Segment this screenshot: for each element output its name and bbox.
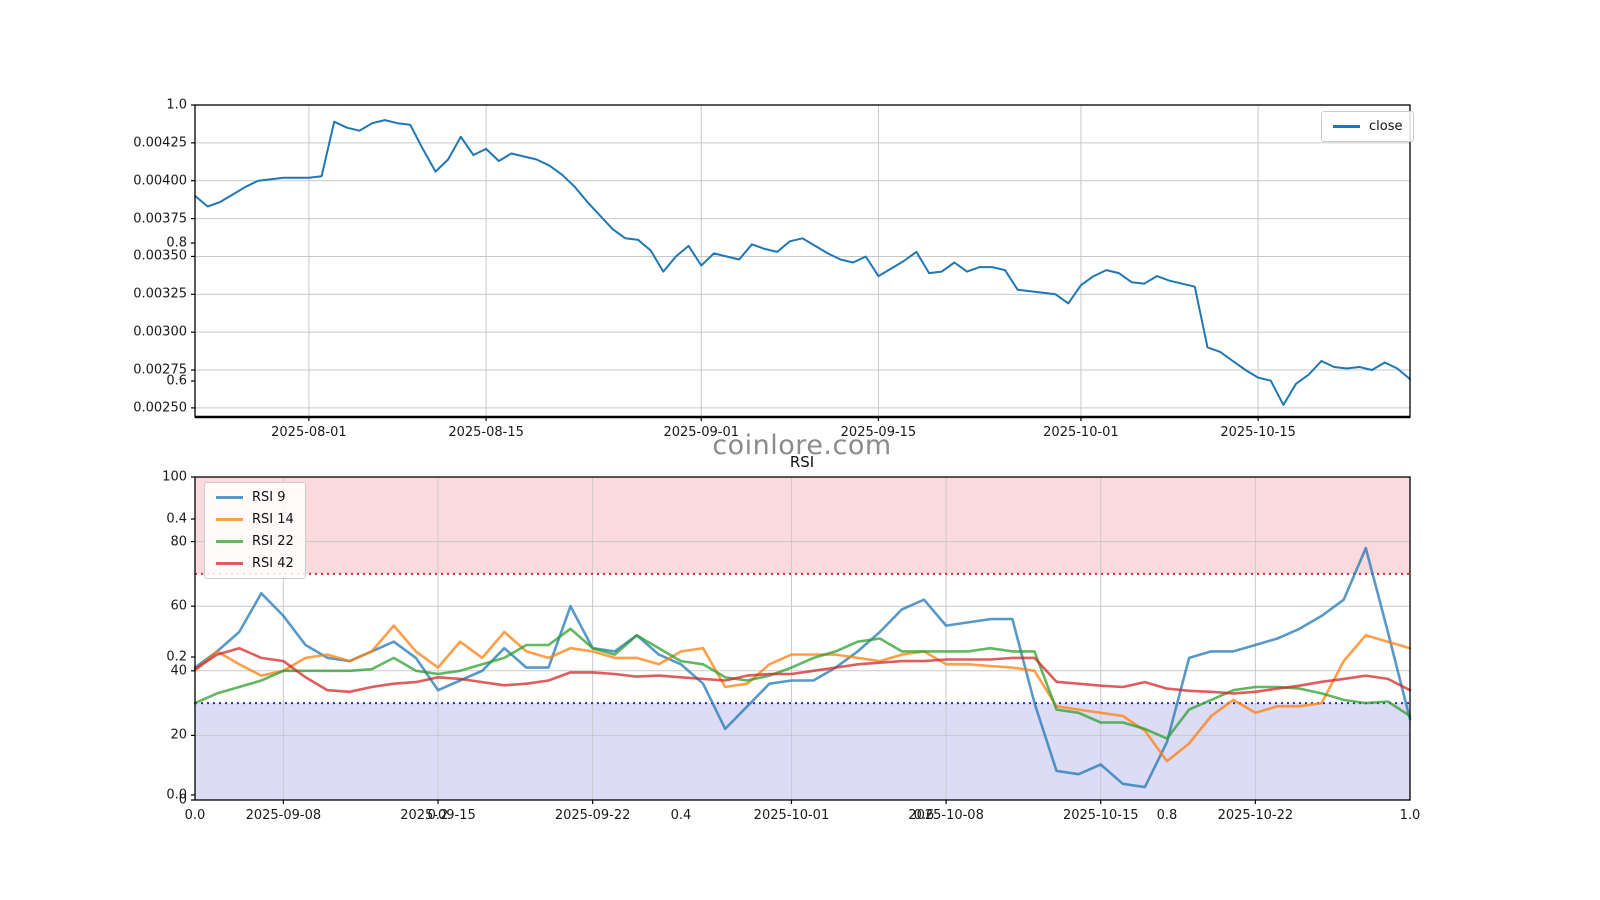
- price-ytick-label: 0.00350: [133, 248, 187, 264]
- overlay-xtick-label: 1.0: [1399, 808, 1421, 823]
- plot-border: [194, 476, 1411, 801]
- series-line-close: [194, 119, 1411, 406]
- rsi-xtick-label: 2025-10-01: [753, 808, 830, 823]
- price-ytick-label: 0.00250: [133, 400, 187, 416]
- legend-entry-rsi-42: RSI 42: [216, 556, 294, 571]
- legend-entry-rsi-22: RSI 22: [216, 534, 294, 549]
- legend-swatch: [216, 562, 243, 565]
- rsi-xtick-label: 2025-09-08: [245, 808, 322, 823]
- price-xtick-label: 2025-08-15: [448, 425, 524, 440]
- series-line-rsi-14: [193, 624, 1412, 763]
- rsi-xtick-label: 2025-10-15: [1062, 808, 1139, 823]
- overlay-ytick-label: 0.0: [166, 787, 187, 803]
- price-legend: close: [1321, 111, 1415, 142]
- price-xtick-label: 2025-08-01: [271, 425, 347, 440]
- price-ytick-label: 0.00275: [133, 362, 187, 378]
- price-xtick-label: 2025-10-15: [1220, 425, 1296, 440]
- overbought-zone: [195, 477, 1410, 574]
- legend-entry-rsi-9: RSI 9: [216, 490, 294, 505]
- rsi-ytick-label: 0: [178, 792, 187, 808]
- price-ytick-label: 0.00300: [133, 324, 187, 340]
- legend-swatch: [1333, 125, 1360, 128]
- overlay-ytick-label: 1.0: [166, 97, 187, 113]
- overlay-xtick-label: 0.4: [670, 808, 692, 823]
- overlay-xtick-label: 0.0: [184, 808, 206, 823]
- price-ytick-label: 0.00325: [133, 286, 187, 302]
- price-ytick-label: 0.00425: [133, 135, 187, 151]
- legend-label: RSI 42: [252, 556, 294, 571]
- price-ytick-label: 0.00375: [133, 211, 187, 227]
- rsi-xtick-label: 2025-10-22: [1217, 808, 1294, 823]
- rsi-chart-title: RSI: [789, 453, 815, 471]
- legend-label: RSI 14: [252, 512, 294, 527]
- price-xtick-label: 2025-09-15: [840, 425, 917, 440]
- overlay-xtick-label: 0.2: [427, 808, 449, 823]
- legend-label: RSI 9: [252, 490, 286, 505]
- rsi-xtick-label: 2025-09-22: [554, 808, 631, 823]
- legend-entry-rsi-14: RSI 14: [216, 512, 294, 527]
- series-line-rsi-22: [193, 627, 1412, 740]
- legend-entry-close: close: [1333, 119, 1402, 134]
- legend-swatch: [216, 518, 243, 521]
- rsi-ytick-label: 60: [170, 598, 187, 614]
- overlay-xtick-label: 0.8: [1156, 808, 1178, 823]
- rsi-ytick-label: 100: [162, 469, 187, 485]
- rsi-ytick-label: 80: [170, 534, 187, 550]
- price-ytick-label: 0.00400: [133, 173, 187, 189]
- overlay-ytick-label: 0.8: [166, 235, 187, 251]
- legend-label: close: [1369, 119, 1403, 134]
- price-xtick-label: 2025-09-01: [663, 425, 740, 440]
- rsi-xtick-label: 2025-09-15: [400, 808, 476, 823]
- legend-label: RSI 22: [252, 534, 294, 549]
- price-xtick-label: 2025-10-01: [1043, 425, 1119, 440]
- overlay-xtick-label: 0.6: [913, 808, 935, 823]
- rsi-xtick-label: 2025-10-08: [908, 808, 984, 823]
- rsi-ytick-label: 20: [170, 727, 187, 743]
- rsi-legend: RSI 9 RSI 14 RSI 22 RSI 42: [204, 482, 306, 579]
- series-line-rsi-42: [193, 646, 1412, 695]
- overlay-ytick-label: 0.6: [166, 373, 187, 389]
- legend-swatch: [216, 496, 243, 499]
- legend-swatch: [216, 540, 243, 543]
- oversold-zone: [195, 703, 1410, 800]
- overlay-ytick-label: 0.4: [166, 511, 187, 527]
- rsi-ytick-label: 40: [170, 663, 187, 679]
- overlay-ytick-label: 0.2: [166, 649, 187, 665]
- series-line-rsi-9: [193, 546, 1412, 789]
- watermark: coinlore.com: [712, 430, 892, 461]
